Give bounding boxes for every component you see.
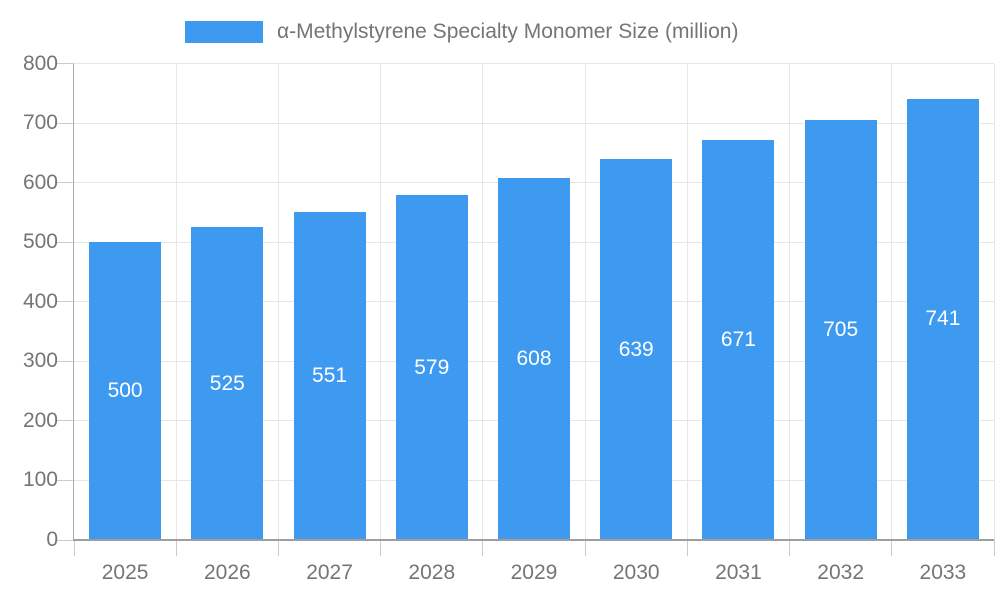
- gridline-vertical: [380, 63, 382, 540]
- y-axis-label: 0: [46, 528, 58, 551]
- y-tick: [57, 63, 74, 64]
- bar: [89, 242, 162, 540]
- gridline-vertical: [482, 63, 484, 540]
- y-axis-label: 700: [22, 111, 58, 135]
- y-tick: [57, 420, 74, 422]
- x-tick: [789, 540, 791, 556]
- bar-value-label: 705: [823, 318, 859, 342]
- bar-value-label: 608: [516, 346, 552, 370]
- y-tick: [57, 479, 74, 481]
- y-tick: [57, 301, 74, 303]
- y-axis-label: 200: [22, 408, 58, 432]
- bar: [293, 211, 366, 540]
- legend-label: α-Methylstyrene Specialty Monomer Size (…: [277, 20, 739, 43]
- bar: [702, 140, 775, 540]
- bar-value-label: 500: [107, 379, 143, 403]
- bar: [498, 177, 570, 540]
- y-tick: [57, 182, 74, 184]
- y-axis-label: 500: [22, 230, 58, 254]
- x-tick: [380, 540, 382, 556]
- bar-value-label: 525: [209, 371, 245, 395]
- x-tick: [891, 540, 893, 556]
- gridline-horizontal: [74, 122, 994, 124]
- x-tick: [686, 540, 688, 556]
- gridline-horizontal: [74, 63, 994, 64]
- y-axis-line: [73, 63, 74, 540]
- chart-legend: α-Methylstyrene Specialty Monomer Size (…: [185, 20, 738, 44]
- y-axis-label: 300: [22, 349, 58, 373]
- x-axis-label: 2028: [408, 561, 456, 584]
- bar: [804, 120, 877, 540]
- bar: [395, 195, 468, 540]
- y-axis-label: 400: [22, 289, 58, 313]
- y-tick: [57, 360, 74, 362]
- gridline-vertical: [686, 63, 688, 540]
- y-axis-label: 600: [22, 170, 58, 194]
- y-tick: [57, 539, 74, 541]
- x-tick: [482, 540, 484, 556]
- gridline-vertical: [175, 63, 177, 540]
- x-axis-label: 2027: [306, 561, 353, 584]
- y-tick: [57, 241, 74, 243]
- y-tick: [57, 122, 74, 124]
- y-axis-label: 100: [22, 468, 58, 492]
- x-tick: [277, 540, 279, 556]
- gridline-vertical: [277, 63, 279, 540]
- x-axis-label: 2032: [817, 561, 865, 584]
- x-tick: [73, 540, 75, 556]
- gridline-vertical: [993, 63, 995, 540]
- bar-value-label: 639: [618, 337, 654, 361]
- legend-swatch: [185, 21, 263, 43]
- bar-value-label: 671: [720, 328, 756, 352]
- x-axis-label: 2029: [510, 561, 558, 584]
- bar-value-label: 741: [925, 307, 961, 331]
- x-axis-line: [73, 539, 994, 541]
- x-tick: [993, 540, 995, 556]
- bar-value-label: 551: [312, 363, 348, 387]
- x-axis-label: 2025: [101, 561, 149, 584]
- gridline-vertical: [789, 63, 791, 540]
- bar: [906, 98, 979, 540]
- x-tick: [175, 540, 177, 556]
- x-axis-label: 2033: [919, 561, 967, 584]
- x-axis-label: 2031: [715, 561, 762, 584]
- y-axis-label: 800: [22, 51, 58, 75]
- gridline-vertical: [891, 63, 893, 540]
- x-tick: [584, 540, 586, 556]
- bar: [600, 159, 673, 540]
- bar-value-label: 579: [414, 355, 450, 379]
- x-axis-label: 2026: [203, 561, 251, 584]
- bar: [191, 227, 264, 540]
- gridline-vertical: [584, 63, 586, 540]
- x-axis-label: 2030: [612, 561, 660, 584]
